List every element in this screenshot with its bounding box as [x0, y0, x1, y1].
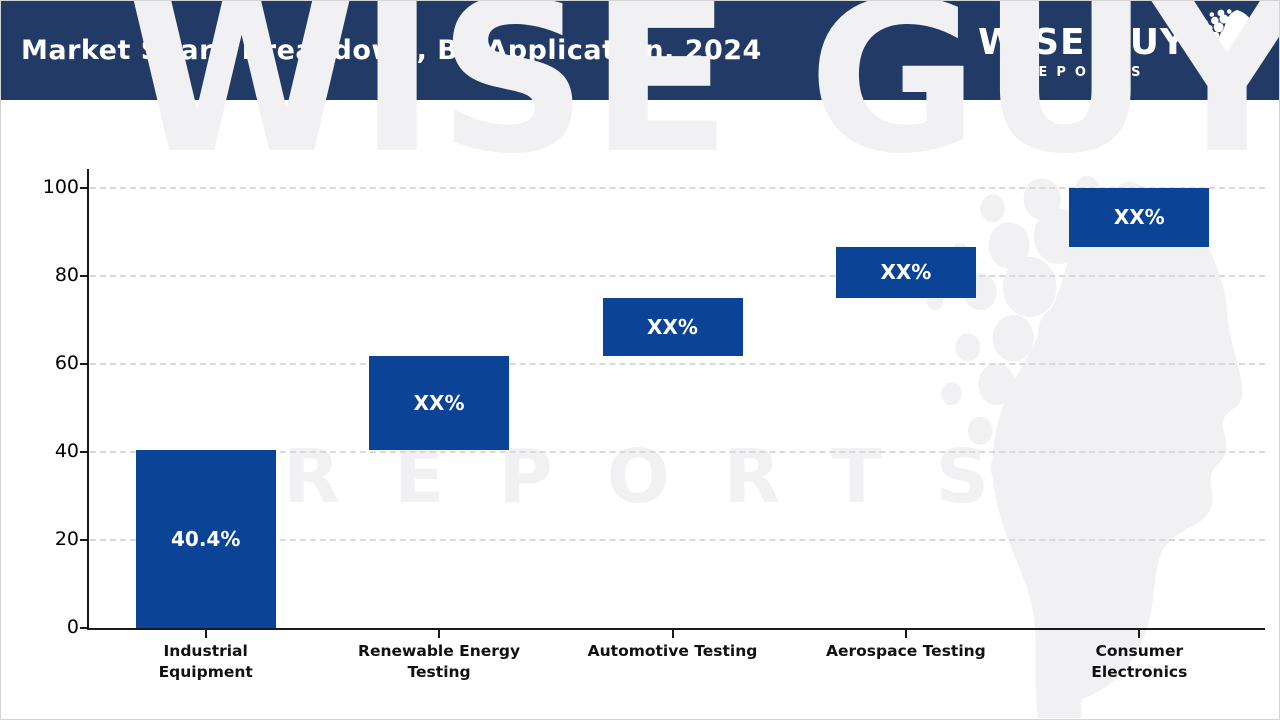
bar-renewable-energy-testing: XX%	[369, 355, 510, 451]
y-tick-label-80: 80	[54, 264, 79, 286]
category-label-2: Automotive Testing	[587, 642, 758, 660]
gridline-100	[90, 187, 1265, 189]
y-tick-80	[80, 275, 88, 277]
logo-subtext: REPORTS	[1019, 65, 1150, 80]
y-tick-label-20: 20	[54, 528, 79, 550]
logo-wordmark: WISE GUY	[977, 22, 1187, 63]
y-tick-40	[80, 451, 88, 453]
y-tick-label-100: 100	[42, 176, 79, 198]
y-tick-100	[80, 187, 88, 189]
y-tick-0	[80, 627, 88, 629]
category-label-1: Renewable Energy Testing	[358, 642, 521, 681]
gridline-60	[90, 363, 1265, 365]
category-label-3: Aerospace Testing	[825, 642, 986, 660]
page-title: Market Share Breakdown, By Application, …	[21, 35, 762, 66]
bar-value-label: XX%	[880, 260, 932, 285]
bar-value-label: XX%	[413, 390, 465, 415]
brand-logo: WISE GUY REPORTS	[978, 5, 1265, 97]
y-tick-label-0: 0	[66, 616, 79, 638]
bar-consumer-electronics: XX%	[1069, 188, 1210, 247]
gridline-20	[90, 539, 1265, 541]
bar-value-label: XX%	[647, 314, 698, 339]
y-axis-line	[87, 169, 89, 630]
bar-value-label: XX%	[1113, 205, 1165, 230]
x-tick-1	[438, 630, 441, 638]
gridline-80	[90, 275, 1265, 277]
x-axis-line	[87, 628, 1265, 630]
x-tick-4	[1138, 630, 1141, 638]
logo-head-icon	[1199, 8, 1258, 97]
y-tick-label-40: 40	[54, 440, 79, 462]
category-label-0: Industrial Equipment	[158, 642, 253, 681]
header: Market Share Breakdown, By Application, …	[1, 1, 1279, 100]
x-tick-0	[204, 630, 207, 638]
watermark-wordmark: WISE GUY	[127, 0, 1280, 200]
gridline-40	[90, 451, 1265, 453]
x-tick-3	[904, 630, 907, 638]
x-tick-2	[671, 630, 674, 638]
bar-value-label: 40.4%	[170, 527, 241, 552]
y-tick-label-60: 60	[54, 352, 79, 374]
bar-industrial-equipment: 40.4%	[135, 450, 276, 628]
y-tick-20	[80, 539, 88, 541]
bar-aerospace-testing: XX%	[835, 246, 976, 298]
y-tick-60	[80, 363, 88, 365]
category-label-4: Consumer Electronics	[1091, 642, 1188, 681]
bar-automotive-testing: XX%	[602, 298, 743, 356]
